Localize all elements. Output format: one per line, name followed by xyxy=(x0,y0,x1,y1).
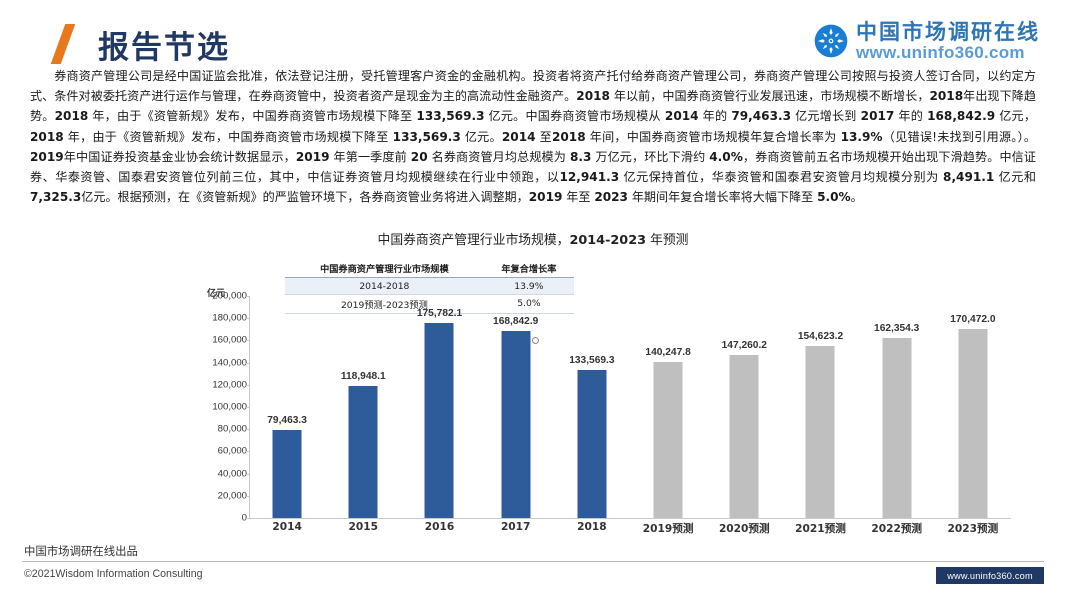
y-tick-mark xyxy=(246,407,250,408)
y-tick-mark xyxy=(246,318,250,320)
legend-header-cagr: 年复合增长率 xyxy=(483,259,574,279)
y-tick-mark xyxy=(246,451,250,453)
x-tick-label: 2020预测 xyxy=(718,523,770,535)
bar-slot: 154,623.2 xyxy=(782,296,858,518)
y-tick-label: 100,000 xyxy=(212,401,247,413)
x-tick-label: 2017 xyxy=(500,521,531,533)
chart-title: 中国券商资产管理行业市场规模，2014-2023 年预测 xyxy=(0,229,1066,248)
y-tick-label: 200,000 xyxy=(212,290,247,302)
y-tick-label: 60,000 xyxy=(217,445,247,457)
legend-cagr-forecast: 5.0% xyxy=(483,294,574,315)
bar-value-label: 175,782.1 xyxy=(416,307,463,319)
x-axis-line xyxy=(249,518,1011,519)
y-tick-mark xyxy=(246,296,250,297)
footer-company: 中国市场调研在线出品 xyxy=(24,544,138,558)
legend-row-forecast: 2019预测-2023预测 5.0% xyxy=(285,294,574,315)
bar-slot: 162,354.3 xyxy=(859,296,935,518)
x-tick-label: 2022预测 xyxy=(871,523,923,535)
legend-header-row: 中国券商资产管理行业市场规模 年复合增长率 xyxy=(285,259,574,279)
bar[interactable] xyxy=(272,429,302,518)
chart-annotation-dot xyxy=(531,336,539,344)
x-tick-label: 2015 xyxy=(348,521,379,533)
bar-slot: 170,472.0 xyxy=(935,296,1011,518)
x-tick-label: 2014 xyxy=(272,521,302,533)
y-tick-mark xyxy=(246,384,250,386)
bar[interactable] xyxy=(805,346,835,518)
bar-slot: 175,782.1 xyxy=(401,296,477,518)
bar-value-label: 170,472.0 xyxy=(950,313,996,325)
brand-name-cn: 中国市场调研在线 xyxy=(856,20,1040,44)
legend-header-metric: 中国券商资产管理行业市场规模 xyxy=(285,259,484,279)
y-tick-label: 40,000 xyxy=(217,468,247,480)
x-tick-label: 2016 xyxy=(424,521,455,533)
bar-value-label: 140,247.8 xyxy=(645,347,691,359)
bar[interactable] xyxy=(348,385,378,518)
bar-value-label: 154,623.2 xyxy=(797,331,844,343)
snowflake-compass-icon xyxy=(814,25,848,58)
bar-slot: 147,260.2 xyxy=(706,296,782,518)
bar[interactable] xyxy=(882,337,912,518)
chart-title-range: 2014-2023 xyxy=(569,233,647,248)
bar[interactable] xyxy=(653,362,683,518)
chart-legend-table: 中国券商资产管理行业市场规模 年复合增长率 2014-2018 13.9% 20… xyxy=(285,259,574,315)
y-tick-mark xyxy=(246,518,250,519)
y-axis-line xyxy=(246,296,1012,519)
x-tick-label: 2021预测 xyxy=(795,523,846,535)
y-axis-tick-labels: 200,000 180,000 160,000 140,000 120,000 100,0… xyxy=(195,291,247,524)
y-tick-label: 180,000 xyxy=(212,312,247,324)
legend-row-actual: 2014-2018 13.9% xyxy=(285,277,574,295)
legend-period-actual: 2014-2018 xyxy=(285,277,484,295)
bar-value-label: 118,948.1 xyxy=(340,370,386,382)
y-tick-label: 20,000 xyxy=(217,490,247,502)
y-tick-label: 80,000 xyxy=(217,423,247,435)
bar-value-label: 133,569.3 xyxy=(569,354,615,366)
legend-table-body: 中国券商资产管理行业市场规模 年复合增长率 2014-2018 13.9% 20… xyxy=(285,259,574,315)
y-tick-label: 140,000 xyxy=(212,357,247,369)
footer-copyright: ©2021Wisdom Information Consulting xyxy=(24,568,203,580)
body-paragraph: 券商资产管理公司是经中国证监会批准，依法登记注册，受托管理客户资金的金融机构。投… xyxy=(30,69,1036,205)
brand-text: 中国市场调研在线 www.uninfo360.com xyxy=(856,21,1040,62)
bar[interactable] xyxy=(501,330,531,518)
y-tick-mark xyxy=(246,362,250,364)
x-tick-label: 2023预测 xyxy=(947,523,999,535)
brand-url: www.uninfo360.com xyxy=(856,43,1025,63)
bar-slot: 140,247.8 xyxy=(630,296,706,518)
page-title: 报告节选 xyxy=(98,30,230,66)
chart-title-suffix: 年预测 xyxy=(646,233,689,248)
footer-divider xyxy=(22,561,1044,562)
footer-url-badge[interactable]: www.uninfo360.com xyxy=(936,567,1044,584)
chart-title-prefix: 中国券商资产管理行业市场规模， xyxy=(377,233,570,248)
y-tick-label: 120,000 xyxy=(212,379,247,391)
brand-logo[interactable]: 中国市场调研在线 www.uninfo360.com xyxy=(814,21,1040,62)
slide-header: 报告节选 xyxy=(0,0,1066,70)
y-tick-mark xyxy=(246,473,250,475)
y-tick-label: 0 xyxy=(241,512,247,524)
bar-value-label: 147,260.2 xyxy=(721,339,767,351)
bar-slot: 133,569.3 xyxy=(554,296,630,518)
y-tick-mark xyxy=(246,495,250,497)
bar-slot: 118,948.1 xyxy=(325,296,401,518)
x-axis-tick-labels: 2014 2015 2016 2017 2018 2019预测 2020预测 2021预测 20… xyxy=(249,521,1011,541)
y-axis-unit-label: 亿元 xyxy=(207,289,226,299)
bar[interactable] xyxy=(958,328,988,518)
bar[interactable] xyxy=(729,354,759,518)
bar-value-label: 162,354.3 xyxy=(874,322,920,334)
orange-slash-icon xyxy=(50,24,76,64)
bar-value-label: 79,463.3 xyxy=(267,414,307,426)
x-tick-label: 2018 xyxy=(577,521,607,533)
bar[interactable] xyxy=(424,322,454,518)
x-tick-label: 2019预测 xyxy=(642,523,694,535)
bar-slot: 168,842.9 xyxy=(478,296,554,518)
bar-slot: 79,463.3 xyxy=(249,296,325,518)
legend-period-forecast: 2019预测-2023预测 xyxy=(285,294,484,315)
legend-cagr-actual: 13.9% xyxy=(483,277,574,295)
y-tick-label: 160,000 xyxy=(212,334,247,346)
y-tick-mark xyxy=(246,429,250,431)
bar-value-label: 168,842.9 xyxy=(493,315,539,327)
y-tick-mark xyxy=(246,340,250,342)
bar-series: 79,463.3 118,948.1 175,782.1 168,842.9 133,5… xyxy=(249,296,1011,518)
bar[interactable] xyxy=(577,369,607,518)
